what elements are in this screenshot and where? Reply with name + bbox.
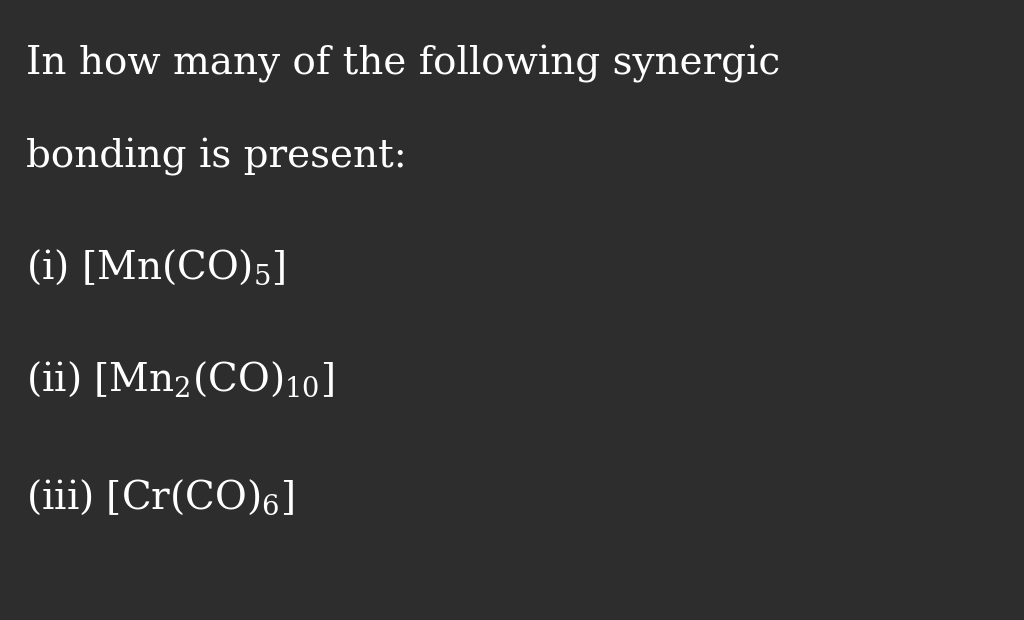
Text: (i) $\mathregular{[Mn(CO)_5]}$: (i) $\mathregular{[Mn(CO)_5]}$ <box>26 248 285 287</box>
Text: bonding is present:: bonding is present: <box>26 138 407 176</box>
Text: (ii) $\mathregular{[Mn_2(CO)_{10}]}$: (ii) $\mathregular{[Mn_2(CO)_{10}]}$ <box>26 360 334 399</box>
Text: (iii) $\mathregular{[Cr(CO)_6]}$: (iii) $\mathregular{[Cr(CO)_6]}$ <box>26 477 294 516</box>
Text: In how many of the following synergic: In how many of the following synergic <box>26 45 780 83</box>
